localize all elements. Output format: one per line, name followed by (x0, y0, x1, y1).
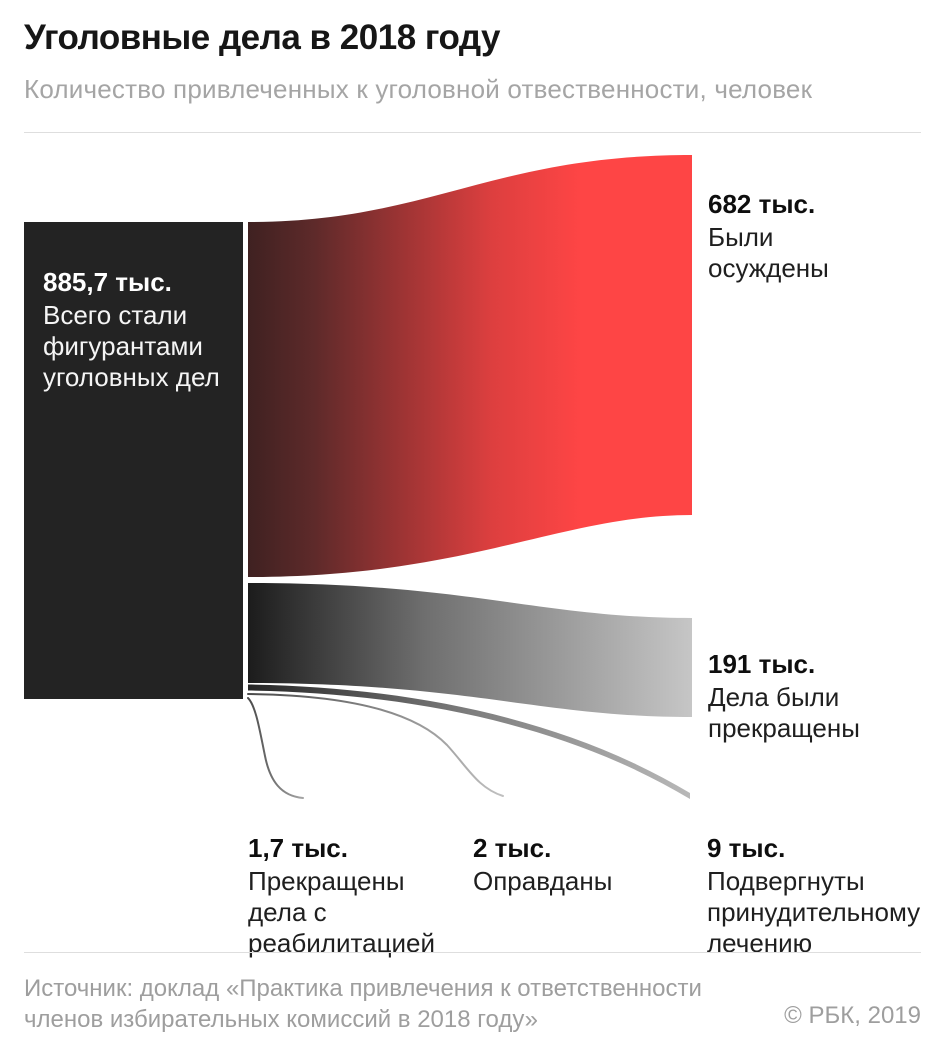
flow-value-treatment: 9 тыс. (707, 832, 786, 863)
flow-value-rehab: 1,7 тыс. (248, 832, 348, 863)
header-divider (24, 132, 921, 133)
page-subtitle: Количество привлеченных к уголовной отве… (24, 74, 813, 104)
flow-label-treatment: 9 тыс. Подвергнуты принудительному лечени… (707, 802, 920, 958)
source-node-text: Всего стали фигурантами уголовных дел (43, 300, 220, 392)
page-title: Уголовные дела в 2018 году (24, 18, 501, 57)
flow-text-dismissed: Дела были прекращены (708, 682, 860, 744)
flow-label-convicted: 682 тыс. Были осуждены (708, 158, 829, 284)
flow-text-convicted: Были осуждены (708, 222, 829, 284)
flow-value-acquitted: 2 тыс. (473, 832, 552, 863)
flow-label-acquitted: 2 тыс. Оправданы (473, 802, 612, 897)
flow-acquitted-line (247, 693, 504, 797)
flow-convicted-band (248, 155, 692, 577)
source-node-value: 885,7 тыс. (43, 266, 172, 297)
footer-divider (24, 952, 921, 953)
flow-text-treatment: Подвергнуты принудительному лечению (707, 866, 921, 958)
source-node-label: 885,7 тыс. Всего стали фигурантами уголов… (43, 236, 220, 392)
flow-rehab-line (247, 697, 304, 799)
flow-text-acquitted: Оправданы (473, 866, 613, 897)
source-note: Источник: доклад «Практика привлечения к… (24, 975, 702, 1033)
flow-label-dismissed: 191 тыс. Дела были прекращены (708, 618, 860, 744)
source-node-block (24, 222, 243, 699)
flow-text-rehab: Прекращены дела с реабилитацией (248, 866, 435, 958)
copyright: © РБК, 2019 (784, 1002, 921, 1029)
flow-dismissed-band (248, 583, 692, 717)
flow-label-rehab: 1,7 тыс. Прекращены дела с реабилитацией (248, 802, 435, 958)
flow-value-convicted: 682 тыс. (708, 188, 816, 219)
flow-value-dismissed: 191 тыс. (708, 648, 816, 679)
